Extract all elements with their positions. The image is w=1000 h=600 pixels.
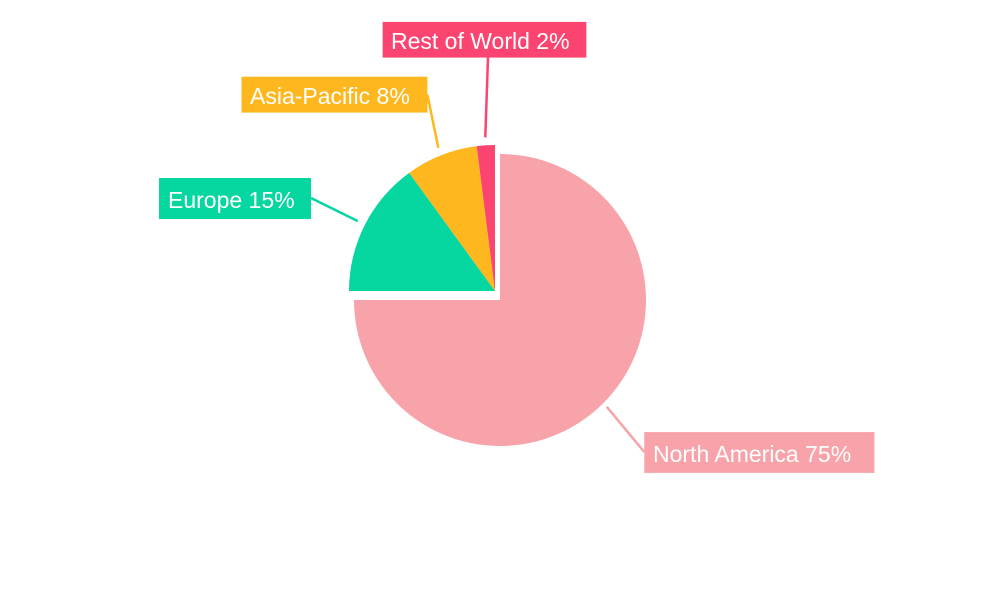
svg-text:North America 75%: North America 75% (653, 441, 851, 467)
svg-text:Rest of World 2%: Rest of World 2% (391, 28, 570, 54)
svg-text:Europe 15%: Europe 15% (168, 187, 295, 213)
svg-text:Asia-Pacific 8%: Asia-Pacific 8% (250, 83, 410, 109)
